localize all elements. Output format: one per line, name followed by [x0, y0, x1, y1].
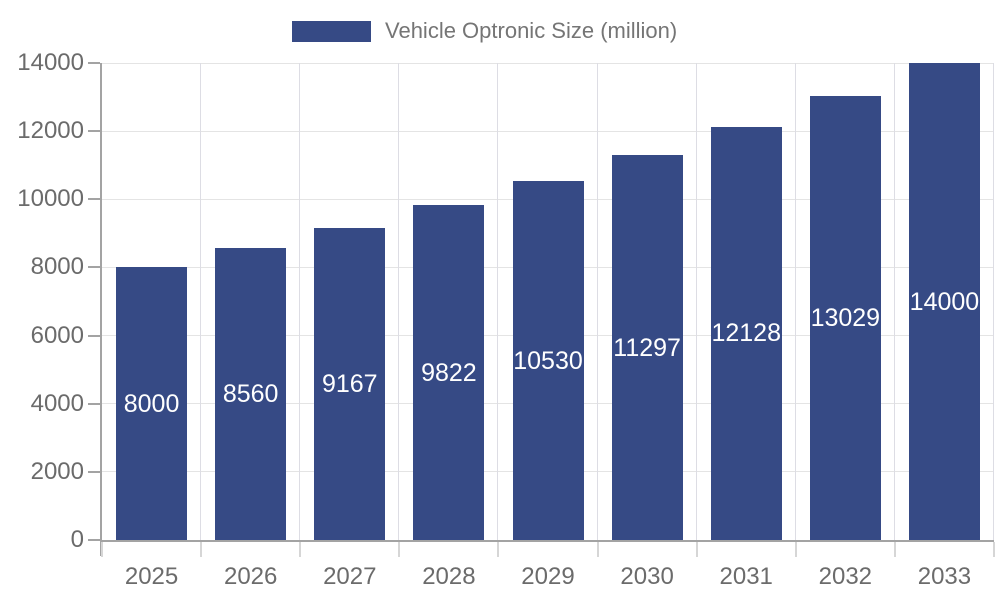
y-tick-mark — [88, 130, 100, 133]
bar-value-label: 12128 — [711, 319, 781, 348]
y-tick-label: 8000 — [30, 253, 84, 281]
x-tick-label: 2032 — [818, 563, 873, 590]
y-tick-label: 6000 — [30, 321, 84, 349]
y-tick-label: 4000 — [30, 389, 84, 417]
x-tick-mark — [398, 542, 401, 557]
legend-swatch-icon — [292, 20, 371, 42]
x-tick-mark — [695, 542, 698, 557]
y-tick-mark — [88, 334, 100, 337]
x-tick-label: 2033 — [917, 563, 972, 590]
x-tick-mark — [893, 542, 896, 557]
v-gridline — [200, 63, 202, 540]
bar[interactable]: 14000 — [908, 63, 980, 540]
x-tick-mark — [497, 542, 500, 557]
bar-value-label: 9167 — [321, 369, 378, 398]
x-tick-label: 2029 — [521, 563, 575, 590]
x-tick-mark — [101, 542, 103, 557]
x-tick-mark — [993, 542, 995, 557]
chart-legend[interactable]: Vehicle Optronic Size (million) — [292, 17, 677, 45]
v-gridline — [794, 63, 796, 540]
x-tick-label: 2025 — [124, 563, 179, 590]
y-tick-mark — [88, 402, 100, 405]
x-tick-label: 2028 — [422, 563, 476, 590]
y-tick-label: 2000 — [30, 457, 84, 485]
y-tick-label: 12000 — [17, 117, 84, 145]
v-gridline — [893, 63, 895, 540]
bar[interactable]: 9167 — [314, 227, 386, 540]
bar[interactable]: 8560 — [215, 248, 287, 540]
legend-label: Vehicle Optronic Size (million) — [385, 18, 678, 43]
bar-value-label: 9822 — [421, 358, 477, 387]
x-tick-mark — [794, 542, 797, 557]
y-tick-label: 14000 — [17, 49, 84, 76]
v-gridline — [596, 63, 598, 540]
plot-area: 0 2000 4000 6000 8000 10000 12000 14000 2025 2026… — [17, 49, 995, 590]
y-tick-mark — [88, 539, 100, 541]
y-tick-mark — [88, 470, 100, 473]
x-tick-label: 2026 — [223, 563, 278, 590]
bar-value-label: 14000 — [909, 287, 980, 316]
y-tick-mark — [88, 266, 100, 269]
y-tick-mark — [88, 62, 100, 64]
bar-value-label: 13029 — [810, 304, 881, 333]
bar[interactable]: 9822 — [413, 205, 485, 540]
x-tick-mark — [200, 542, 203, 557]
bar[interactable]: 12128 — [710, 126, 782, 540]
bar[interactable]: 8000 — [116, 267, 188, 540]
bar[interactable]: 13029 — [809, 96, 881, 540]
x-tick-mark — [299, 542, 302, 557]
bar-value-label: 10530 — [513, 346, 583, 375]
bar[interactable]: 10530 — [512, 181, 584, 540]
y-axis-line — [100, 63, 102, 556]
h-gridline — [102, 62, 994, 64]
y-tick-label: 0 — [70, 526, 84, 553]
x-tick-label: 2030 — [620, 563, 674, 590]
v-gridline — [299, 63, 301, 540]
x-tick-label: 2031 — [719, 563, 773, 590]
y-tick-label: 10000 — [17, 185, 84, 213]
x-tick-label: 2027 — [323, 563, 377, 590]
h-gridline — [102, 130, 994, 132]
y-tick-mark — [88, 198, 100, 201]
bar[interactable]: 11297 — [611, 155, 683, 540]
bar-value-label: 8560 — [222, 380, 279, 409]
v-gridline — [993, 63, 994, 540]
v-gridline — [497, 63, 499, 540]
x-axis-line — [100, 540, 994, 542]
bar-value-label: 8000 — [123, 389, 180, 418]
x-tick-mark — [596, 542, 599, 557]
v-gridline — [398, 63, 400, 540]
bar-value-label: 11297 — [613, 333, 681, 362]
v-gridline — [695, 63, 697, 540]
